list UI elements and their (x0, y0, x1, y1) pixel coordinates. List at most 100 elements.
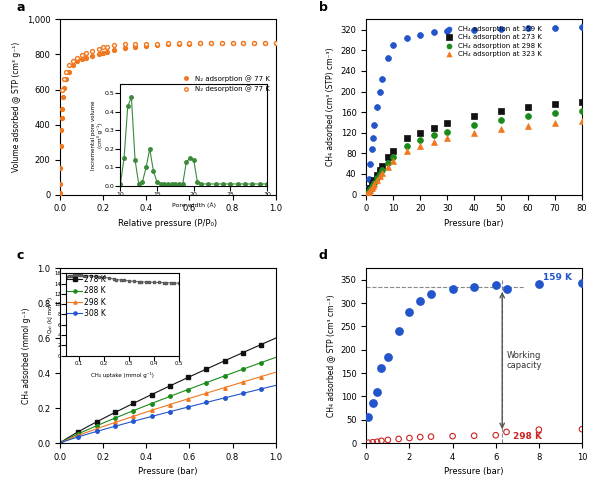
CH₄ adsorption at 298 K (388, 153, 398, 161)
298 K (119, 417, 126, 423)
Point (502, 285, 511, 293)
N₂ desorption @ 77 K (272, 40, 280, 46)
Point (404, 309, 414, 317)
CH₄ adsorption at 273 K (367, 181, 376, 189)
CH₄ adsorption at 323 K (415, 142, 425, 150)
N₂ desorption @ 77 K (95, 46, 103, 52)
Line: 298 K: 298 K (58, 371, 277, 445)
CH₄ adsorption at 298 K (577, 107, 587, 114)
CH₄ adsorption at 159 K (365, 160, 375, 168)
CH₄ adsorption at 298 K (368, 181, 378, 188)
Point (415, 433, 425, 441)
308 K (130, 418, 137, 424)
N₂ desorption @ 77 K (175, 40, 182, 46)
N₂ adsorption @ 77 K (56, 190, 64, 196)
CH₄ adsorption at 323 K (429, 138, 439, 146)
N₂ adsorption @ 77 K (132, 44, 139, 50)
Point (368, 438, 377, 446)
N₂ adsorption @ 77 K (208, 40, 215, 46)
N₂ desorption @ 77 K (65, 62, 72, 68)
CH₄ adsorption at 323 K (469, 129, 479, 137)
CH₄ adsorption at 323 K (364, 189, 373, 197)
N₂ desorption @ 77 K (70, 58, 77, 64)
N₂ adsorption @ 77 K (57, 143, 64, 149)
N₂ desorption @ 77 K (59, 87, 66, 93)
CH₄ adsorption at 323 K (365, 187, 375, 194)
Text: Working
capacity: Working capacity (506, 351, 542, 370)
Legend: N₂ adsorption @ 77 K, N₂ desorption @ 77 K: N₂ adsorption @ 77 K, N₂ desorption @ 77… (176, 72, 272, 95)
CH₄ adsorption at 298 K (442, 128, 452, 136)
CH₄ adsorption at 159 K (388, 41, 398, 49)
Point (426, 433, 436, 441)
Point (377, 437, 386, 445)
308 K (119, 421, 126, 427)
288 K (93, 423, 100, 429)
308 K (272, 382, 280, 388)
CH₄ adsorption at 159 K (577, 23, 587, 31)
Point (469, 432, 479, 440)
CH₄ adsorption at 323 K (372, 176, 382, 184)
CH₄ adsorption at 159 K (550, 24, 560, 32)
N₂ adsorption @ 77 K (197, 40, 204, 46)
288 K (56, 440, 64, 446)
CH₄ adsorption at 298 K (362, 190, 372, 198)
X-axis label: Pressure (bar): Pressure (bar) (138, 468, 197, 476)
288 K (192, 384, 199, 390)
CH₄ adsorption at 298 K (469, 121, 479, 129)
278 K (56, 440, 64, 446)
CH₄ adsorption at 323 K (368, 183, 378, 190)
288 K (272, 355, 280, 360)
308 K (126, 419, 133, 425)
CH₄ adsorption at 298 K (363, 189, 373, 197)
CH₄ adsorption at 273 K (364, 188, 373, 196)
Legend: 278 K, 288 K, 298 K, 308 K: 278 K, 288 K, 298 K, 308 K (64, 272, 109, 321)
288 K (119, 412, 126, 418)
N₂ adsorption @ 77 K (59, 94, 67, 99)
N₂ desorption @ 77 K (218, 40, 226, 46)
N₂ adsorption @ 77 K (59, 106, 66, 112)
298 K (56, 440, 64, 446)
CH₄ adsorption at 159 K (469, 26, 479, 34)
N₂ desorption @ 77 K (154, 41, 161, 47)
N₂ desorption @ 77 K (74, 55, 81, 61)
N₂ desorption @ 77 K (240, 40, 247, 46)
N₂ desorption @ 77 K (78, 53, 85, 58)
N₂ adsorption @ 77 K (154, 42, 161, 48)
Point (394, 327, 403, 335)
CH₄ adsorption at 159 K (496, 25, 506, 33)
CH₄ adsorption at 323 K (367, 185, 376, 192)
298 K (112, 419, 119, 425)
CH₄ adsorption at 159 K (370, 121, 379, 129)
278 K (112, 410, 119, 415)
N₂ adsorption @ 77 K (143, 43, 150, 49)
N₂ desorption @ 77 K (110, 42, 118, 48)
N₂ adsorption @ 77 K (164, 41, 172, 47)
CH₄ adsorption at 273 K (364, 187, 374, 194)
Point (534, 426, 544, 433)
CH₄ adsorption at 323 K (375, 172, 385, 180)
Point (372, 388, 382, 396)
278 K (192, 371, 199, 377)
N₂ adsorption @ 77 K (95, 52, 103, 57)
CH₄ adsorption at 273 K (383, 153, 392, 161)
CH₄ adsorption at 323 K (370, 180, 379, 188)
N₂ desorption @ 77 K (63, 69, 70, 75)
CH₄ adsorption at 323 K (577, 117, 587, 125)
Text: c: c (17, 249, 24, 262)
CH₄ adsorption at 298 K (550, 109, 560, 117)
N₂ adsorption @ 77 K (175, 41, 182, 47)
CH₄ adsorption at 323 K (362, 190, 371, 198)
CH₄ adsorption at 273 K (523, 103, 533, 111)
N₂ adsorption @ 77 K (100, 50, 107, 56)
Y-axis label: CH₄ adsorbed (cm³ (STP) cm⁻³): CH₄ adsorbed (cm³ (STP) cm⁻³) (326, 48, 335, 167)
N₂ adsorption @ 77 K (104, 49, 111, 55)
CH₄ adsorption at 323 K (364, 188, 374, 196)
N₂ desorption @ 77 K (208, 40, 215, 46)
CH₄ adsorption at 273 K (577, 98, 587, 106)
308 K (112, 423, 119, 429)
Point (534, 281, 544, 288)
N₂ desorption @ 77 K (229, 40, 236, 46)
N₂ desorption @ 77 K (121, 41, 128, 47)
298 K (126, 414, 133, 420)
N₂ adsorption @ 77 K (262, 40, 269, 46)
